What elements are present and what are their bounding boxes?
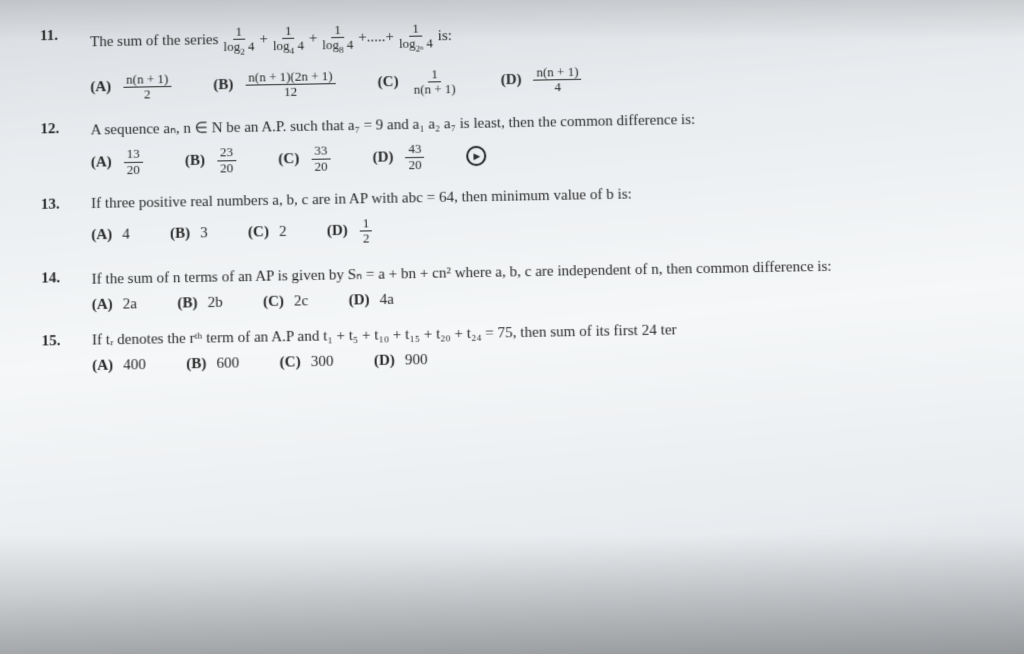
options-row: (A)4 (B)3 (C)2 (D) 12 xyxy=(91,205,990,251)
series-term-3: 1 log8 4 xyxy=(319,23,356,56)
series-ellipsis: ..... xyxy=(367,30,386,47)
option-b[interactable]: (B) n(n + 1)(2n + 1)12 xyxy=(213,69,338,101)
option-a[interactable]: (A) n(n + 1)2 xyxy=(90,72,173,103)
question-11: 11. The sum of the series 1 log2 4 + 1 l… xyxy=(40,12,986,104)
question-body: If three positive real numbers a, b, c a… xyxy=(91,180,990,251)
option-c[interactable]: (C) 1n(n + 1) xyxy=(377,67,460,98)
question-number: 14. xyxy=(41,269,91,287)
option-d[interactable]: (D)900 xyxy=(374,352,428,370)
text-prefix: The sum of the series xyxy=(90,33,219,52)
question-body: If tᵣ denotes the rᵗʰ term of an A.P and… xyxy=(92,316,994,375)
option-a[interactable]: (A)2a xyxy=(92,296,137,314)
option-a[interactable]: (A)400 xyxy=(92,357,146,375)
question-body: If the sum of n terms of an AP is given … xyxy=(92,253,993,313)
option-d[interactable]: (D) n(n + 1)4 xyxy=(500,65,583,96)
question-body: A sequence aₙ, n ∈ N be an A.P. such tha… xyxy=(91,105,989,178)
option-d[interactable]: (D)4a xyxy=(349,291,395,309)
question-number: 15. xyxy=(42,332,93,350)
question-12: 12. A sequence aₙ, n ∈ N be an A.P. such… xyxy=(40,105,988,178)
question-number: 12. xyxy=(40,121,90,139)
series-term-2: 1 log4 4 xyxy=(270,24,307,57)
question-14: 14. If the sum of n terms of an AP is gi… xyxy=(41,253,992,314)
option-d[interactable]: (D) 12 xyxy=(327,216,375,247)
play-icon: ▸ xyxy=(467,146,487,166)
option-a[interactable]: (A)4 xyxy=(91,227,130,245)
option-d[interactable]: (D) 4320 xyxy=(372,142,426,173)
option-c[interactable]: (C)300 xyxy=(280,353,334,371)
option-a[interactable]: (A) 1320 xyxy=(91,147,145,178)
option-b[interactable]: (B)600 xyxy=(186,355,239,373)
option-b[interactable]: (B) 2320 xyxy=(185,146,238,177)
option-b[interactable]: (B)2b xyxy=(177,294,222,312)
question-body: The sum of the series 1 log2 4 + 1 log4 … xyxy=(90,12,986,103)
question-number: 13. xyxy=(41,196,91,214)
option-b[interactable]: (B)3 xyxy=(170,226,208,244)
question-15: 15. If tᵣ denotes the rᵗʰ term of an A.P… xyxy=(42,316,995,375)
question-13: 13. If three positive real numbers a, b,… xyxy=(41,180,991,252)
series-term-n: 1 log2ⁿ 4 xyxy=(396,21,436,54)
question-text: The sum of the series 1 log2 4 + 1 log4 … xyxy=(90,21,452,59)
options-row: (A) n(n + 1)2 (B) n(n + 1)(2n + 1)12 (C)… xyxy=(90,58,986,103)
series-suffix: is: xyxy=(438,28,452,45)
option-c[interactable]: (C)2c xyxy=(263,293,309,311)
series-term-1: 1 log2 4 xyxy=(220,24,257,57)
question-number: 11. xyxy=(40,27,90,45)
options-row: (A) 1320 (B) 2320 (C) 3320 (D) 4320 ▸ xyxy=(91,132,989,177)
option-c[interactable]: (C)2 xyxy=(248,224,287,242)
shadow-overlay-bottom xyxy=(0,534,1024,654)
option-c[interactable]: (C) 3320 xyxy=(278,144,332,175)
page-content: 11. The sum of the series 1 log2 4 + 1 l… xyxy=(40,12,994,376)
